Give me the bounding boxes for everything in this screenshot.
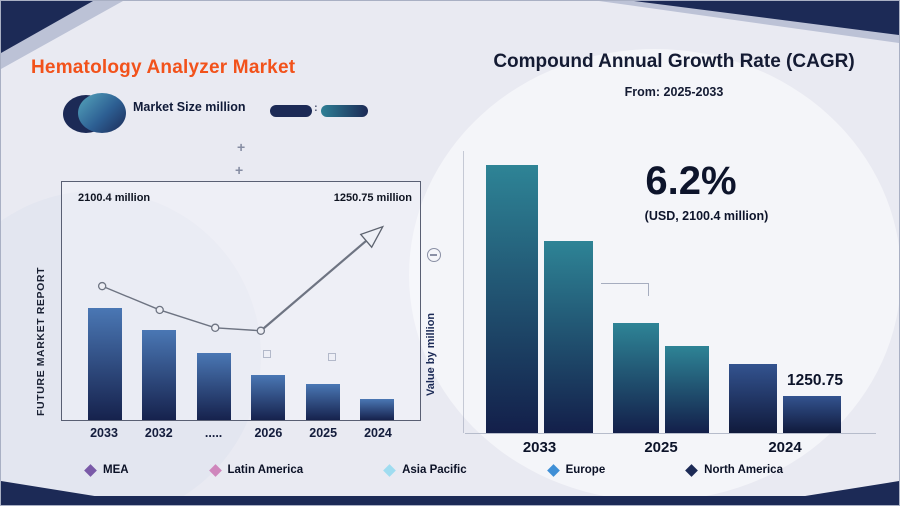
right-chart-y-axis-label: Value by million bbox=[425, 312, 437, 396]
market-size-label: Market Size million bbox=[133, 100, 246, 114]
legend-diamond-icon bbox=[208, 463, 222, 477]
plus-decoration-icon: + bbox=[237, 139, 246, 155]
left-chart-x-axis: 2033 2032..... 2026 2025 2024 bbox=[61, 426, 421, 440]
callout-value-2024: 1250.75 bbox=[787, 372, 844, 389]
right-chart-bar-2025-2 bbox=[665, 345, 709, 433]
left-x-axis-label: 2033 bbox=[90, 426, 118, 440]
left-chart-plot-area: 2100.4 million 1250.75 million bbox=[61, 181, 421, 421]
market-size-logo-icon bbox=[63, 93, 127, 135]
legend-item: Asia Pacific bbox=[383, 463, 467, 477]
right-chart-y-axis-line bbox=[463, 151, 464, 433]
legend-diamond-icon bbox=[685, 463, 699, 477]
circle-minus-decoration-icon bbox=[427, 248, 441, 262]
left-chart-bar-2032 bbox=[142, 329, 177, 420]
left-x-axis-label: 2025 bbox=[309, 426, 338, 440]
left-x-axis-label: 2026 bbox=[254, 426, 283, 440]
left-chart-bar-2026 bbox=[251, 374, 286, 420]
cagr-title: Compound Annual Growth Rate (CAGR) bbox=[493, 51, 855, 72]
right-chart-bar-2024-1 bbox=[729, 363, 777, 433]
right-chart-baseline bbox=[465, 433, 876, 434]
pill-decoration-navy bbox=[270, 105, 312, 117]
legend-diamond-icon bbox=[84, 463, 97, 477]
legend-diamond-icon bbox=[546, 463, 560, 477]
watermark-label: FUTURE MARKET REPORT bbox=[35, 266, 47, 416]
right-x-axis-label: 2033 bbox=[522, 439, 557, 456]
right-chart-group-2033 bbox=[486, 165, 593, 433]
right-chart-bar-2024-2 bbox=[783, 396, 841, 433]
legend-item: Europe bbox=[546, 463, 606, 477]
square-decoration-icon bbox=[263, 350, 271, 358]
legend-item: MEA bbox=[84, 463, 129, 477]
plus-decoration-icon: + bbox=[235, 162, 244, 178]
bottom-frame-bar bbox=[1, 496, 899, 505]
legend-label: Latin America bbox=[227, 464, 304, 476]
legend-item: Latin America bbox=[208, 463, 304, 477]
square-decoration-icon bbox=[328, 353, 336, 361]
pill-decoration-teal bbox=[321, 105, 368, 117]
left-x-axis-label: ..... bbox=[204, 426, 223, 440]
right-chart-bar-2025-1 bbox=[613, 323, 659, 433]
left-chart-bar-..... bbox=[196, 353, 231, 420]
legend-label: Asia Pacific bbox=[402, 464, 467, 476]
logo-ellipse-front bbox=[78, 93, 126, 133]
left-chart-bar-2033 bbox=[88, 308, 122, 420]
right-x-axis-label: 2025 bbox=[644, 439, 678, 456]
cagr-period: From: 2025-2033 bbox=[624, 85, 724, 99]
legend: MEA Latin America Asia Pacific Europe North … bbox=[84, 463, 783, 477]
legend-item: North America bbox=[685, 463, 783, 477]
left-chart-bars bbox=[62, 182, 420, 420]
left-x-axis-label: 2032 bbox=[144, 426, 173, 440]
right-chart-group-2025 bbox=[613, 323, 709, 433]
legend-label: North America bbox=[704, 464, 783, 476]
value-annotation-2024: 1250.75 million bbox=[333, 192, 412, 204]
bracket-decoration bbox=[601, 283, 649, 296]
right-chart-group-2024 bbox=[729, 363, 841, 433]
right-x-axis-label: 2024 bbox=[768, 439, 802, 456]
corner-decoration bbox=[634, 1, 899, 35]
cagr-value: 6.2% bbox=[645, 159, 737, 203]
right-chart-plot-area: 2033 2025 2024 bbox=[465, 151, 876, 456]
legend-label: Europe bbox=[565, 464, 606, 476]
left-chart-bar-2024 bbox=[359, 398, 394, 420]
right-chart-bar-2033-2 bbox=[544, 241, 593, 433]
cagr-note: (USD, 2100.4 million) bbox=[644, 209, 769, 223]
pill-separator: : bbox=[314, 102, 318, 114]
legend-label: MEA bbox=[103, 464, 129, 476]
left-x-axis-label: 2024 bbox=[364, 426, 392, 440]
left-chart-bar-2025 bbox=[305, 384, 340, 420]
page-title: Hematology Analyzer Market bbox=[31, 57, 296, 78]
legend-diamond-icon bbox=[383, 463, 396, 477]
value-annotation-2033: 2100.4 million bbox=[78, 192, 151, 204]
right-chart-bar-2033-1 bbox=[486, 165, 538, 433]
